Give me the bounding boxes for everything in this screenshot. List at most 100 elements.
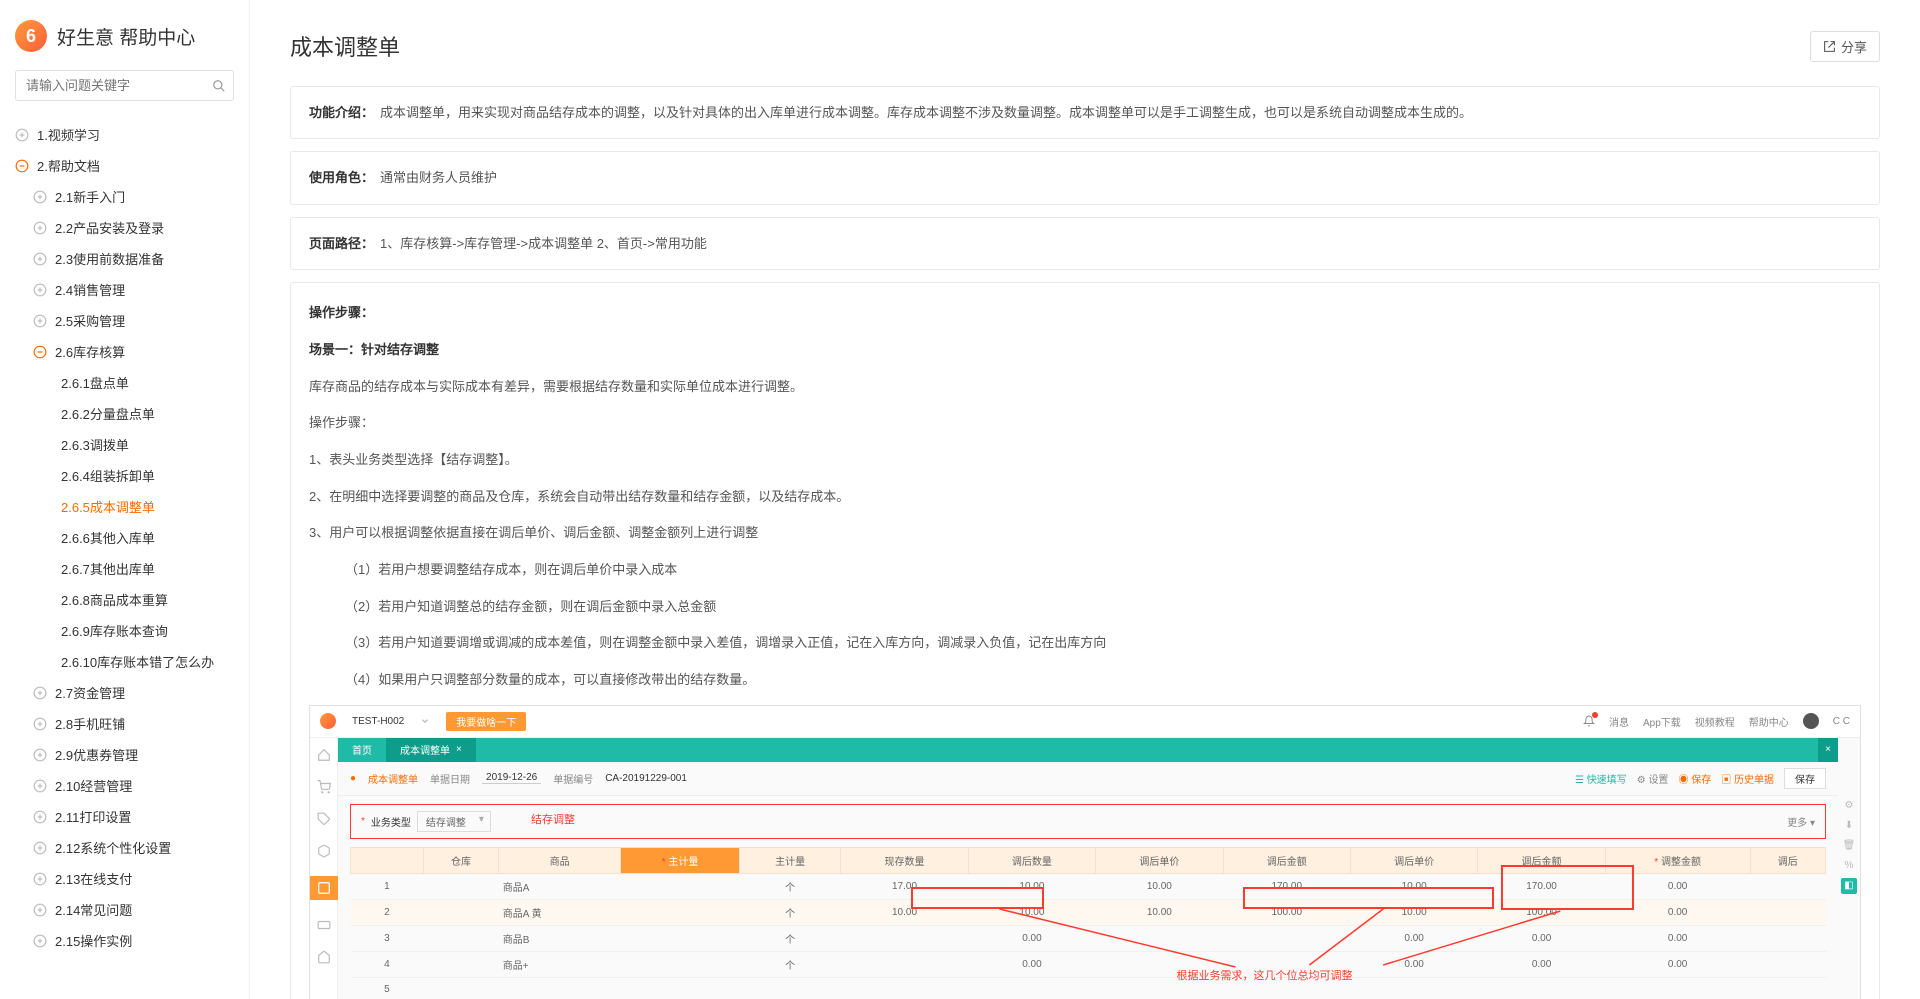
nav-item[interactable]: 2.6.8商品成本重算: [15, 584, 234, 615]
role-box: 使用角色：通常由财务人员维护: [290, 151, 1880, 204]
table-cell: 100.00: [1478, 899, 1605, 925]
nav-item[interactable]: 2.6.3调拨单: [15, 429, 234, 460]
table-header: 调后单价: [1350, 847, 1477, 873]
nav-item[interactable]: 2.6.10库存账本错了怎么办: [15, 646, 234, 677]
nav-item[interactable]: 2.8手机旺铺: [15, 708, 234, 739]
table-cell: 10.00: [841, 899, 968, 925]
table-row: 4商品+个0.000.000.000.00: [351, 951, 1826, 977]
table-cell: [841, 951, 968, 977]
table-cell: [841, 925, 968, 951]
ss-red-annotation-1: 结存调整: [531, 811, 575, 827]
nav-item[interactable]: 2.5采购管理: [15, 305, 234, 336]
chevron-down-icon: [420, 716, 430, 726]
nav-label: 2.4销售管理: [55, 280, 125, 299]
nav-item[interactable]: 2.3使用前数据准备: [15, 243, 234, 274]
table-cell: 个: [739, 951, 840, 977]
table-row: 1商品A个17.0010.0010.00170.0010.00170.000.0…: [351, 873, 1826, 899]
nav-item[interactable]: 2.13在线支付: [15, 863, 234, 894]
nav-item[interactable]: 2.6.5成本调整单: [15, 491, 234, 522]
ss-tab-home: 首页: [338, 738, 386, 762]
nav-label: 2.6.2分量盘点单: [61, 404, 155, 423]
nav-label: 2.13在线支付: [55, 869, 132, 888]
table-cell: 2: [351, 899, 424, 925]
ss-tool-save: ◉ 保存: [1678, 771, 1711, 786]
nav-item[interactable]: 2.6.9库存账本查询: [15, 615, 234, 646]
table-cell: [621, 925, 740, 951]
table-cell: 商品A: [499, 873, 621, 899]
ss-date-value: 2019-12-26: [482, 772, 541, 784]
nav-label: 2.12系统个性化设置: [55, 838, 171, 857]
table-cell: 10.00: [1096, 873, 1223, 899]
tag-icon: [317, 812, 331, 826]
nav-tree: 1.视频学习2.帮助文档2.1新手入门2.2产品安装及登录2.3使用前数据准备 2…: [15, 119, 234, 956]
nav-item[interactable]: 2.10经营管理: [15, 770, 234, 801]
nav-item[interactable]: 1.视频学习: [15, 119, 234, 150]
table-cell: [968, 977, 1095, 999]
share-button[interactable]: 分享: [1810, 31, 1880, 62]
nav-item[interactable]: 2.9优惠券管理: [15, 739, 234, 770]
table-cell: 10.00: [1350, 899, 1477, 925]
nav-item[interactable]: 2.15操作实例: [15, 925, 234, 956]
nav-item[interactable]: 2.14常见问题: [15, 894, 234, 925]
nav-item[interactable]: 2.6.6其他入库单: [15, 522, 234, 553]
nav-item[interactable]: 2.12系统个性化设置: [15, 832, 234, 863]
search-icon[interactable]: [212, 79, 226, 93]
table-cell: 0.00: [1478, 925, 1605, 951]
ss-help: 帮助中心: [1749, 714, 1789, 729]
ss-tab-close-icon: ×: [1818, 738, 1838, 762]
ss-tool-quick: ☰ 快速填写: [1575, 771, 1627, 786]
table-cell: [621, 899, 740, 925]
table-cell: [1223, 925, 1350, 951]
table-cell: 10.00: [968, 873, 1095, 899]
table-cell: 个: [739, 899, 840, 925]
header-row: 成本调整单 分享: [290, 30, 1880, 62]
ss-org-title: TEST-H002: [352, 716, 404, 727]
sidebar: 6 好生意 帮助中心 1.视频学习2.帮助文档2.1新手入门2.2产品安装及登录…: [0, 0, 250, 999]
nav-item[interactable]: 2.帮助文档: [15, 150, 234, 181]
table-cell: 10.00: [1350, 873, 1477, 899]
ss-more-toggle: 更多 ▾: [1787, 814, 1815, 829]
plus-circle-icon: [33, 779, 47, 793]
table-cell: 0.00: [1478, 951, 1605, 977]
plus-circle-icon: [33, 252, 47, 266]
avatar-icon: [1803, 713, 1819, 729]
table-cell: 0.00: [1350, 925, 1477, 951]
table-row: 2商品A 黄个10.0010.0010.00100.0010.00100.000…: [351, 899, 1826, 925]
table-cell: [423, 925, 498, 951]
nav-item[interactable]: 2.6.7其他出库单: [15, 553, 234, 584]
table-row: 5: [351, 977, 1826, 999]
plus-circle-icon: [33, 717, 47, 731]
scene1-desc: 库存商品的结存成本与实际成本有差异，需要根据结存数量和实际单位成本进行调整。: [309, 375, 1861, 400]
nav-label: 2.9优惠券管理: [55, 745, 138, 764]
table-header: 仓库: [423, 847, 498, 873]
nav-label: 2.6库存核算: [55, 342, 125, 361]
search-input[interactable]: [15, 70, 234, 101]
nav-label: 2.8手机旺铺: [55, 714, 125, 733]
table-cell: [1750, 899, 1826, 925]
substep-4: （4）如果用户只调整部分数量的成本，可以直接修改带出的结存数量。: [309, 668, 1861, 693]
ss-code-value: CA-20191229-001: [605, 773, 687, 784]
nav-item[interactable]: 2.6.1盘点单: [15, 367, 234, 398]
table-cell: [621, 951, 740, 977]
box-icon: [317, 844, 331, 858]
plus-circle-icon: [33, 903, 47, 917]
ss-right-rail: ⚙ ⬇ 🗑 % ◧: [1838, 738, 1860, 999]
ss-filter-label: 业务类型: [371, 814, 411, 829]
nav-item[interactable]: 2.11打印设置: [15, 801, 234, 832]
table-cell: 10.00: [1096, 899, 1223, 925]
nav-item[interactable]: 2.4销售管理: [15, 274, 234, 305]
nav-item[interactable]: 2.6.4组装拆卸单: [15, 460, 234, 491]
table-cell: [1750, 977, 1826, 999]
intro-box: 功能介绍：成本调整单，用来实现对商品结存成本的调整，以及针对具体的出入库单进行成…: [290, 86, 1880, 139]
nav-item[interactable]: 2.2产品安装及登录: [15, 212, 234, 243]
plus-circle-icon: [33, 934, 47, 948]
path-label: 页面路径：: [309, 236, 374, 251]
search-box: [15, 70, 234, 101]
nav-item[interactable]: 2.7资金管理: [15, 677, 234, 708]
nav-item[interactable]: 2.1新手入门: [15, 181, 234, 212]
nav-item[interactable]: 2.6库存核算: [15, 336, 234, 367]
rail-teal-icon: ◧: [1841, 878, 1857, 894]
nav-item[interactable]: 2.6.2分量盘点单: [15, 398, 234, 429]
path-box: 页面路径：1、库存核算->库存管理->成本调整单 2、首页->常用功能: [290, 217, 1880, 270]
plus-circle-icon: [33, 221, 47, 235]
